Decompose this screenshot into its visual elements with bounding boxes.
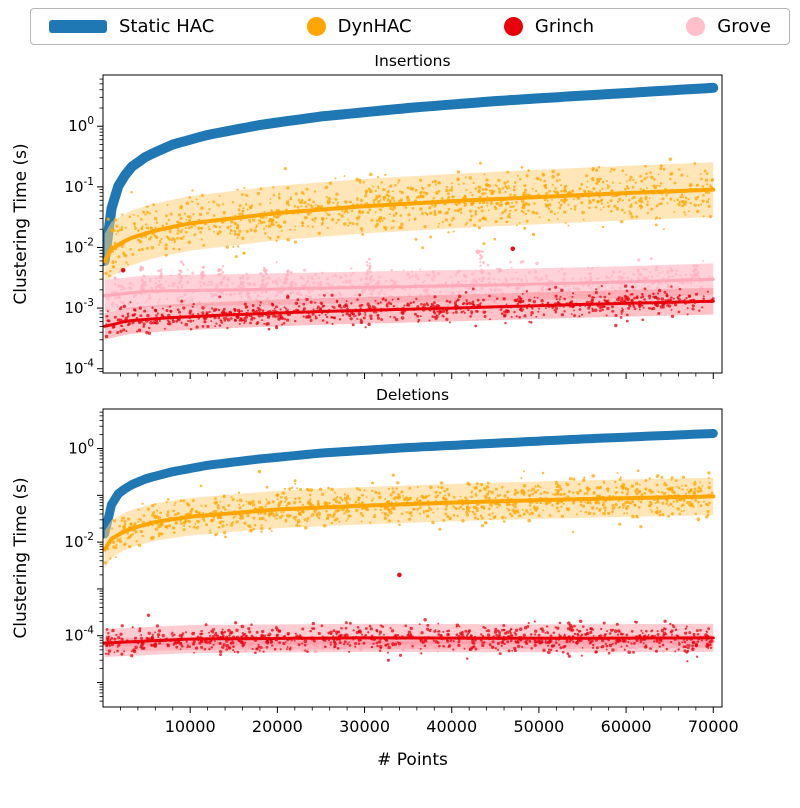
outlier-point — [397, 573, 402, 578]
y-tick-label: 10-1 — [64, 176, 94, 196]
legend: Static HAC DynHAC Grinch Grove — [30, 8, 790, 45]
x-tick-label: 10000 — [165, 717, 216, 736]
outlier-point — [476, 250, 481, 255]
y-tick-label: 10-4 — [64, 358, 94, 378]
legend-label-grove: Grove — [717, 16, 771, 37]
y-tick-label: 100 — [68, 115, 94, 135]
chart-title-deletions: Deletions — [376, 386, 449, 404]
chart-insertions: Insertions 10-4 10-3 10-2 10-1 100 Clustering … — [0, 47, 800, 383]
legend-item-dynhac: DynHAC — [307, 16, 412, 37]
x-tick-label: 40000 — [426, 717, 477, 736]
outlier-point — [511, 247, 516, 252]
outlier-point — [497, 268, 502, 273]
outlier-point — [121, 268, 126, 273]
series-grinch — [105, 573, 714, 663]
series-dynhac — [104, 469, 714, 568]
plot-area-insertions — [104, 88, 714, 340]
figure: Static HAC DynHAC Grinch Grove Insertion… — [0, 8, 800, 808]
grove-dot-swatch — [686, 17, 705, 36]
axes-deletions: 10-4 10-2 100 10000 20000 30000 40000 50000 6000… — [64, 409, 738, 736]
dynhac-dot-swatch — [307, 17, 326, 36]
y-tick-label: 10-3 — [64, 297, 94, 317]
static-hac-line-swatch — [49, 20, 107, 33]
y-tick-label: 100 — [68, 438, 94, 458]
y-tick-label: 10-4 — [64, 625, 94, 645]
legend-item-grove: Grove — [686, 16, 771, 37]
legend-label-static-hac: Static HAC — [119, 16, 214, 37]
y-tick-label: 10-2 — [64, 236, 94, 256]
y-axis-label: Clustering Time (s) — [11, 477, 31, 638]
x-tick-label: 60000 — [601, 717, 652, 736]
legend-item-static-hac: Static HAC — [49, 16, 214, 37]
plot-area-deletions — [104, 434, 714, 663]
y-tick-label: 10-2 — [64, 531, 94, 551]
legend-label-dynhac: DynHAC — [338, 16, 412, 37]
x-tick-label: 70000 — [688, 717, 739, 736]
chart-title-insertions: Insertions — [374, 52, 450, 70]
legend-item-grinch: Grinch — [504, 16, 594, 37]
x-tick-label: 30000 — [339, 717, 390, 736]
grinch-dot-swatch — [504, 17, 523, 36]
x-tick-label: 50000 — [513, 717, 564, 736]
x-axis-label: # Points — [377, 750, 448, 770]
y-axis-label: Clustering Time (s) — [11, 143, 31, 304]
legend-label-grinch: Grinch — [535, 16, 594, 37]
x-tick-label: 20000 — [252, 717, 303, 736]
chart-deletions: Deletions 10-4 10-2 100 10000 20000 30000 40000… — [0, 383, 800, 781]
